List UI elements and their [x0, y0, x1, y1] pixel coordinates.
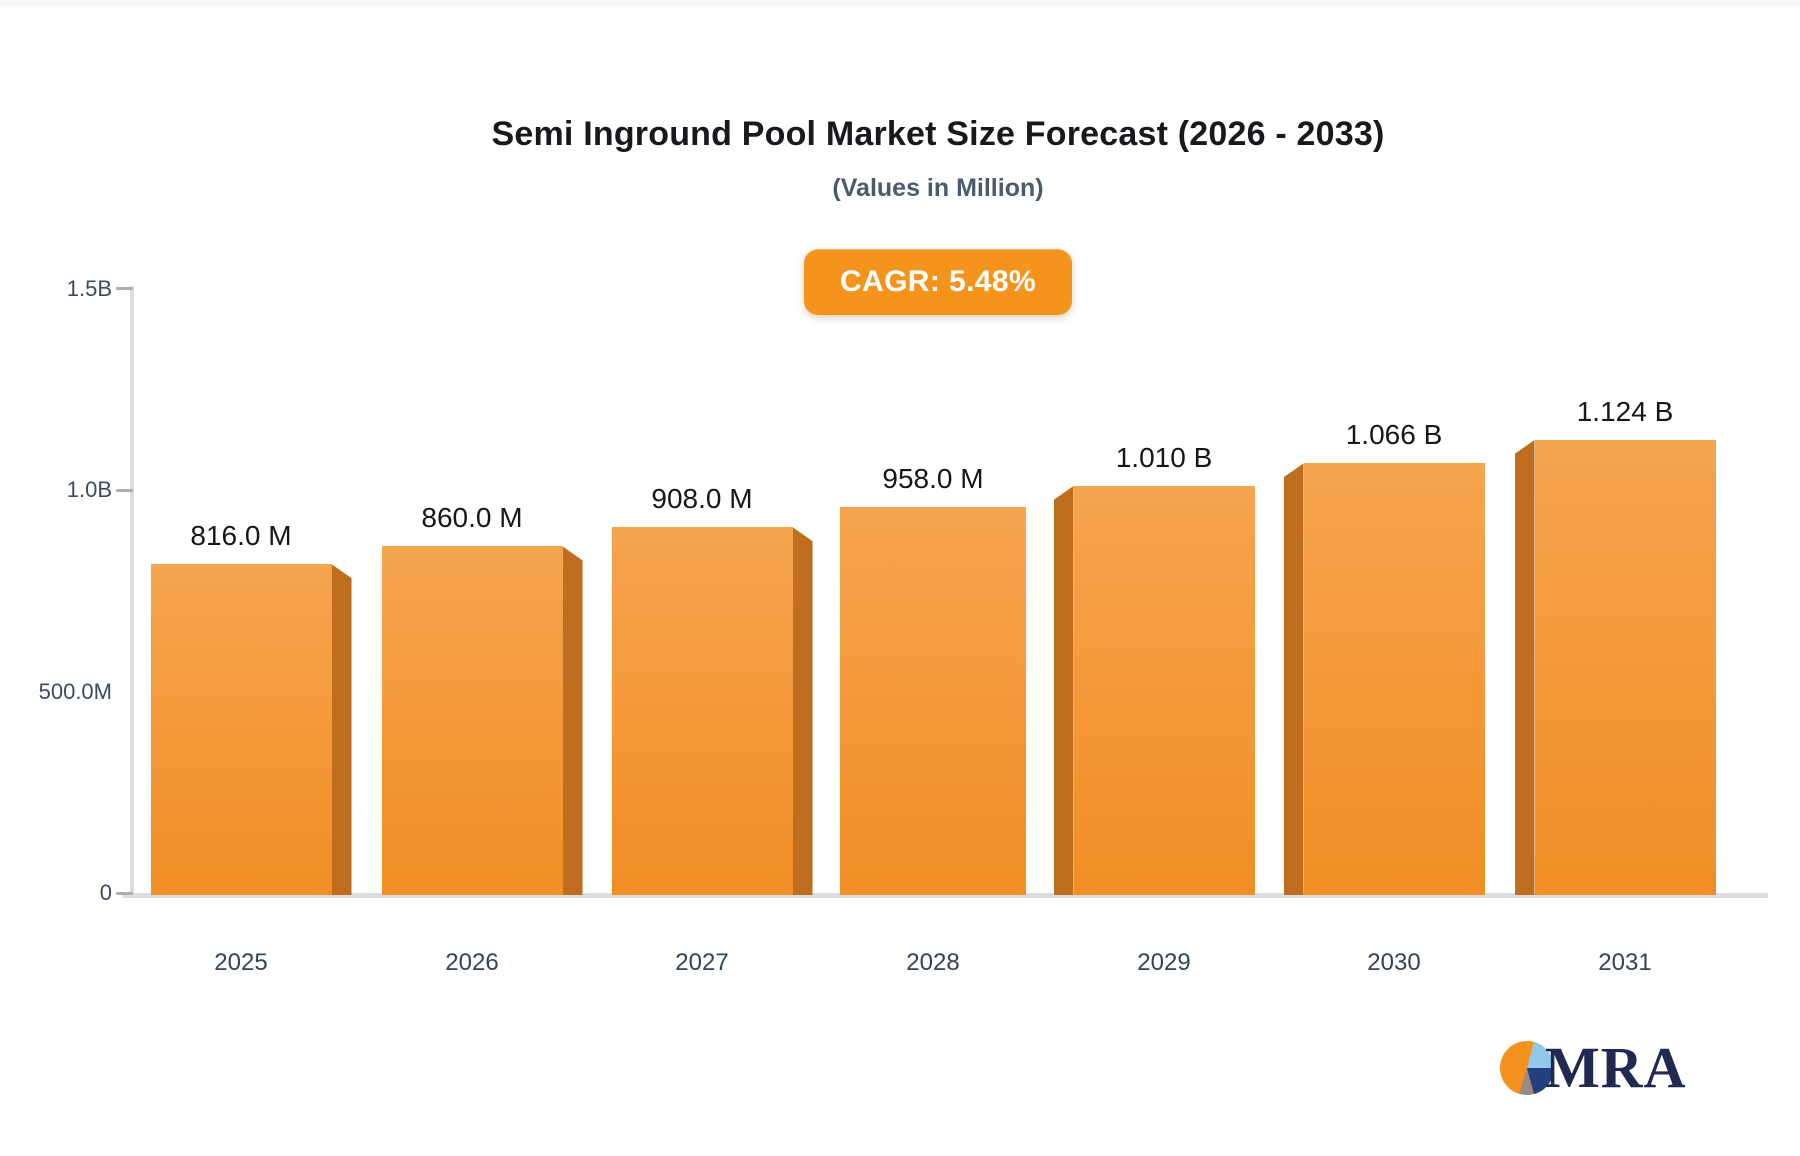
y-tick-mark	[116, 891, 133, 895]
bar-2026	[381, 546, 563, 895]
x-tick-label: 2028	[906, 949, 960, 976]
y-tick-label: 500.0M	[38, 678, 112, 704]
y-tick-label: 1.0B	[66, 477, 112, 502]
bar-side-face	[562, 546, 583, 895]
bar-value-label: 908.0 M	[651, 483, 753, 515]
y-tick-label: 0	[99, 880, 112, 905]
x-tick-label: 2029	[1137, 949, 1191, 976]
bar-2030	[1303, 463, 1485, 895]
cagr-badge: CAGR: 5.48%	[803, 249, 1073, 315]
bar-2025	[150, 564, 332, 895]
x-tick-label: 2031	[1598, 949, 1652, 976]
y-tick-mark	[116, 488, 133, 492]
x-axis-baseline	[122, 893, 1768, 898]
x-tick-label: 2026	[445, 949, 499, 976]
page-top-border	[0, 0, 1800, 6]
bar-2028	[840, 506, 1026, 895]
bar-side-face	[1283, 463, 1304, 895]
y-axis-line	[130, 286, 134, 898]
x-tick-label: 2027	[675, 949, 729, 976]
bar-side-face	[1514, 440, 1535, 895]
bar-2031	[1534, 440, 1716, 895]
bar-side-face	[331, 564, 352, 895]
brand-pie-icon	[1500, 1040, 1554, 1095]
bar-side-face	[792, 527, 813, 895]
bar-value-label: 860.0 M	[421, 502, 523, 534]
brand-text: MRA	[1545, 1035, 1687, 1100]
bar-value-label: 1.010 B	[1115, 441, 1213, 473]
bar-2029	[1073, 485, 1255, 895]
bar-value-label: 958.0 M	[882, 462, 984, 494]
bar-value-label: 1.066 B	[1345, 419, 1443, 451]
y-tick-label: 1.5B	[66, 275, 112, 301]
chart-subtitle: (Values in Million)	[832, 174, 1044, 202]
bar-value-label: 1.124 B	[1576, 396, 1674, 428]
bar-value-label: 816.0 M	[190, 520, 292, 552]
brand-logo: MRA	[1500, 1034, 1687, 1101]
chart-title: Semi Inground Pool Market Size Forecast …	[491, 115, 1385, 153]
bar-2027	[611, 527, 793, 895]
y-tick-mark	[116, 287, 133, 290]
chart-header: Semi Inground Pool Market Size Forecast …	[38, 0, 1800, 315]
x-tick-label: 2025	[214, 949, 268, 976]
bar-side-face	[1053, 485, 1074, 895]
x-tick-label: 2030	[1367, 949, 1421, 976]
